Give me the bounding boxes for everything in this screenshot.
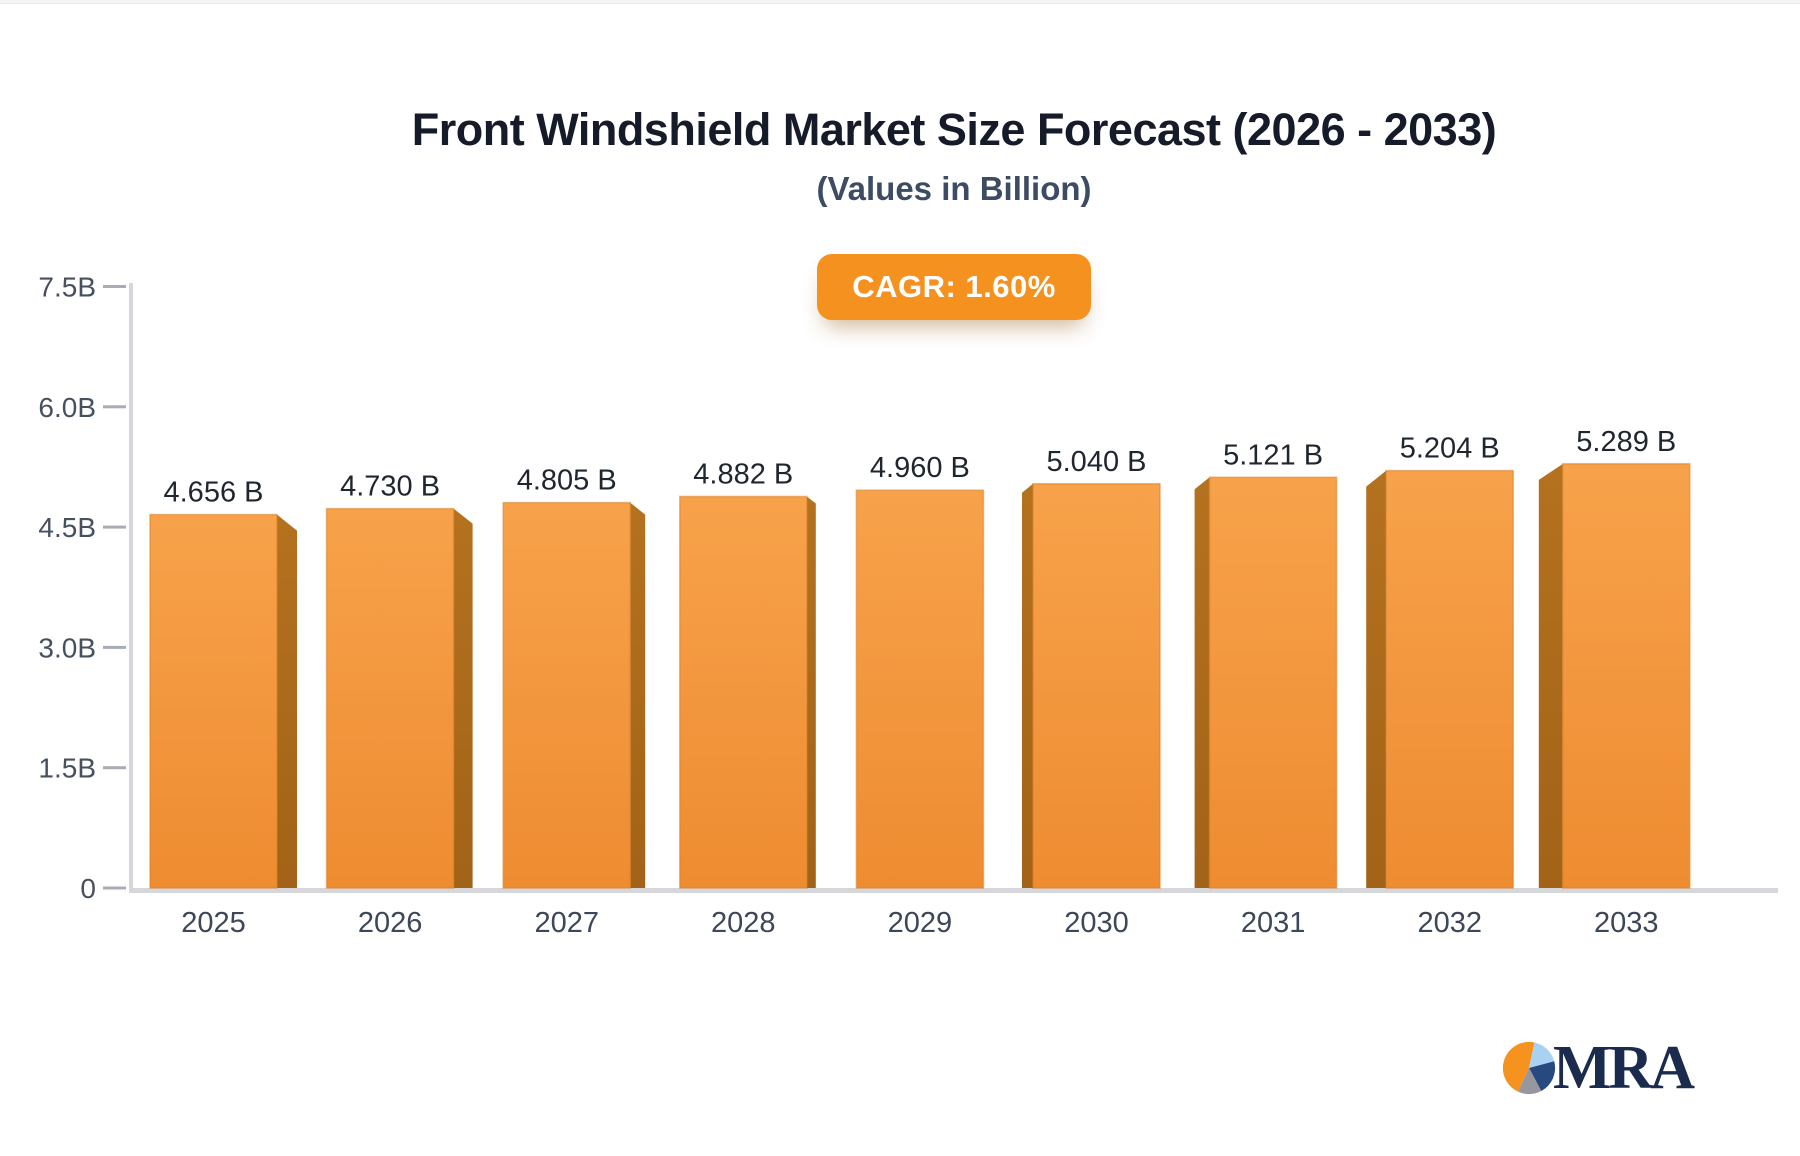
bar-value-label: 5.040 B: [1047, 446, 1147, 478]
logo-pie-orange-slice: [1502, 1041, 1535, 1092]
brand-logo: MRA: [1500, 1034, 1695, 1102]
y-tick-dash: [103, 525, 126, 529]
bar-group: 4.730 B 2026: [325, 471, 473, 939]
bar-group: 5.040 B 2030: [1022, 446, 1161, 939]
bar-group: 5.289 B 2033: [1538, 426, 1691, 939]
bar-value-label: 5.121 B: [1223, 439, 1323, 471]
bar-side-face: [1022, 483, 1033, 888]
logo-pie-navy-slice: [1529, 1061, 1556, 1092]
logo-pie-lightblue-slice: [1529, 1042, 1555, 1068]
x-tick-label: 2029: [888, 907, 953, 939]
top-border: [0, 0, 1800, 4]
y-axis-line: [129, 283, 133, 893]
x-tick-label: 2028: [711, 907, 776, 939]
bar-side-face: [453, 508, 473, 888]
chart-header: Front Windshield Market Size Forecast (2…: [130, 104, 1778, 208]
bar-side-face: [1194, 477, 1210, 888]
bar-value-label: 4.805 B: [517, 465, 617, 497]
bar-group: 4.805 B 2027: [502, 465, 646, 939]
chart-subtitle: (Values in Billion): [816, 170, 1092, 207]
x-tick-label: 2027: [534, 907, 599, 939]
bar: [149, 513, 278, 889]
bar-side-face: [806, 496, 816, 888]
bar-value-label: 4.960 B: [870, 452, 970, 484]
bar-value-label: 4.730 B: [340, 471, 440, 503]
cagr-badge: CAGR: 1.60%: [817, 254, 1091, 320]
x-axis-line: [129, 888, 1778, 893]
y-tick-label: 7.5B: [38, 272, 96, 303]
x-tick-label: 2032: [1417, 907, 1482, 939]
bar: [325, 507, 455, 889]
bar-group: 4.656 B 2025: [149, 477, 297, 939]
bar-value-label: 5.289 B: [1576, 426, 1676, 458]
bar: [1208, 476, 1338, 889]
logo-pie-gray-slice: [1517, 1068, 1542, 1095]
y-tick-label: 0: [80, 873, 96, 904]
x-tick-label: 2025: [181, 907, 246, 939]
bar-group: 5.204 B 2032: [1366, 433, 1514, 939]
logo-pie-icon: [1502, 1041, 1556, 1095]
y-tick-dash: [103, 405, 126, 409]
bar: [1385, 469, 1514, 889]
bar: [678, 495, 808, 889]
bar-group: 5.121 B 2031: [1194, 439, 1338, 939]
y-tick-label: 4.5B: [38, 512, 96, 543]
x-tick-label: 2030: [1064, 907, 1129, 939]
bar-value-label: 4.656 B: [164, 477, 264, 509]
y-tick-dash: [103, 285, 126, 288]
bar: [855, 489, 985, 889]
y-tick-dash: [103, 886, 126, 890]
bar-side-face: [277, 514, 297, 888]
bar-side-face: [630, 502, 646, 888]
bar-value-label: 4.882 B: [693, 458, 793, 490]
cagr-badge-row: CAGR: 1.60%: [130, 254, 1778, 320]
bar-group: 4.960 B 2029: [855, 452, 985, 939]
bar-side-face: [1366, 470, 1387, 888]
x-tick-label: 2033: [1594, 907, 1659, 939]
y-tick-dash: [103, 645, 126, 649]
x-tick-label: 2026: [358, 907, 423, 939]
bar: [502, 501, 632, 889]
y-tick-label: 3.0B: [38, 632, 96, 663]
chart-title: Front Windshield Market Size Forecast (2…: [411, 104, 1497, 155]
logo-text: MRA: [1553, 1034, 1695, 1102]
bar: [1032, 482, 1161, 889]
y-tick-label: 6.0B: [38, 392, 96, 423]
x-tick-label: 2031: [1241, 907, 1306, 939]
bar-group: 4.882 B 2028: [678, 458, 816, 939]
y-tick-label: 1.5B: [38, 753, 96, 784]
y-tick-dash: [103, 766, 126, 770]
bar-side-face: [1538, 463, 1563, 888]
bar: [1562, 463, 1691, 889]
bar-value-label: 5.204 B: [1400, 433, 1500, 465]
